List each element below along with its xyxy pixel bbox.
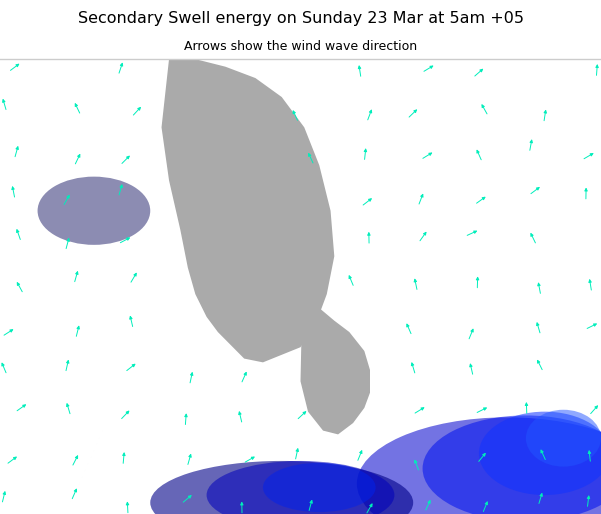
Polygon shape <box>162 59 334 362</box>
Ellipse shape <box>37 177 150 245</box>
Ellipse shape <box>150 461 413 514</box>
Text: Arrows show the wind wave direction: Arrows show the wind wave direction <box>184 40 417 52</box>
Polygon shape <box>300 294 370 434</box>
Ellipse shape <box>526 410 601 467</box>
Ellipse shape <box>357 417 601 514</box>
Ellipse shape <box>263 463 376 512</box>
Text: Secondary Swell energy on Sunday 23 Mar at 5am +05: Secondary Swell energy on Sunday 23 Mar … <box>78 11 523 26</box>
Ellipse shape <box>479 412 601 495</box>
Ellipse shape <box>423 415 601 514</box>
Ellipse shape <box>207 461 394 514</box>
